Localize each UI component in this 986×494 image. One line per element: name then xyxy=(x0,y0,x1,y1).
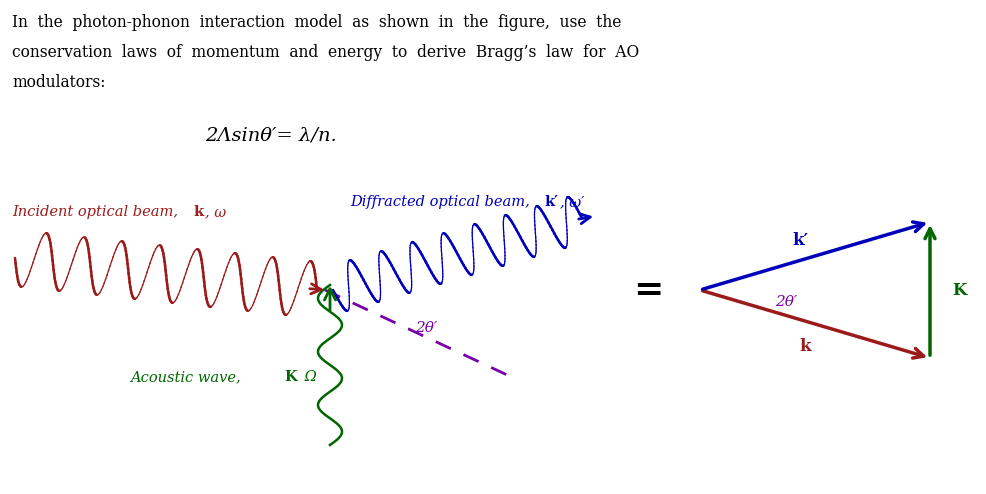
Text: Ω: Ω xyxy=(300,370,317,384)
Text: 2θ′: 2θ′ xyxy=(775,295,798,309)
Text: , ω: , ω xyxy=(205,205,226,219)
Text: k: k xyxy=(800,337,810,355)
Text: K: K xyxy=(952,282,966,298)
Text: In  the  photon-phonon  interaction  model  as  shown  in  the  figure,  use  th: In the photon-phonon interaction model a… xyxy=(12,14,621,31)
Text: Incident optical beam,: Incident optical beam, xyxy=(12,205,182,219)
Text: k: k xyxy=(193,205,203,219)
Text: Diffracted optical beam,: Diffracted optical beam, xyxy=(350,195,534,209)
Text: 2Λsinθ′= λ/n.: 2Λsinθ′= λ/n. xyxy=(205,126,337,144)
Text: k′: k′ xyxy=(792,232,808,248)
Text: 2θ′: 2θ′ xyxy=(415,321,438,335)
Text: k′: k′ xyxy=(544,195,558,209)
Text: , ω′: , ω′ xyxy=(560,195,585,209)
Text: K: K xyxy=(284,370,297,384)
Text: conservation  laws  of  momentum  and  energy  to  derive  Bragg’s  law  for  AO: conservation laws of momentum and energy… xyxy=(12,44,639,61)
Text: Acoustic wave,: Acoustic wave, xyxy=(130,370,246,384)
Text: modulators:: modulators: xyxy=(12,74,106,91)
Text: =: = xyxy=(633,273,664,307)
